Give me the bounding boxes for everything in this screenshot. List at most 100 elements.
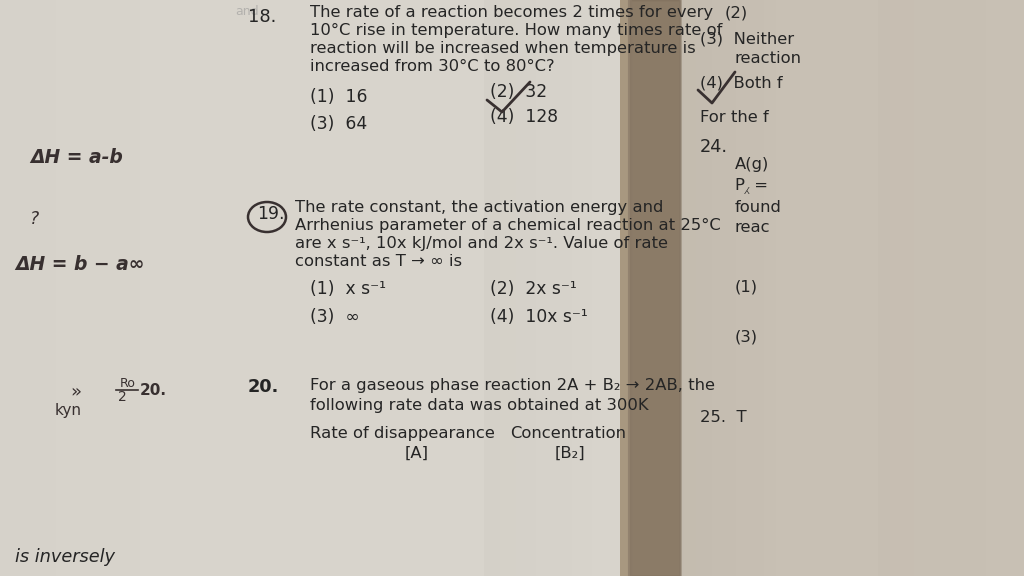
Bar (898, 0, 902, 576)
Bar (16, 0, 20, 576)
Bar (748, 0, 752, 576)
Text: Ro: Ro (120, 377, 136, 390)
Bar (772, 0, 776, 576)
Bar (0, 0, 4, 576)
Bar (752, 0, 756, 576)
Bar (584, 0, 588, 576)
Text: (3): (3) (735, 330, 758, 345)
Text: 10°C rise in temperature. How many times rate of: 10°C rise in temperature. How many times… (310, 23, 722, 38)
Text: kyn: kyn (55, 403, 82, 418)
Bar (756, 0, 760, 576)
Bar (994, 0, 998, 576)
Bar (24, 0, 28, 576)
Bar (930, 0, 934, 576)
Text: and: and (234, 5, 259, 18)
Text: The rate constant, the activation energy and: The rate constant, the activation energy… (295, 200, 664, 215)
Text: (2)  2x s⁻¹: (2) 2x s⁻¹ (490, 280, 577, 298)
Text: P⁁ =: P⁁ = (735, 178, 768, 194)
Text: found: found (735, 200, 782, 215)
Text: Rate of disappearance: Rate of disappearance (310, 426, 495, 441)
Text: are x s⁻¹, 10x kJ/mol and 2x s⁻¹. Value of rate: are x s⁻¹, 10x kJ/mol and 2x s⁻¹. Value … (295, 236, 668, 251)
Bar (524, 0, 528, 576)
Bar (56, 0, 60, 576)
Bar (926, 0, 930, 576)
Bar (990, 0, 994, 576)
Text: (3)  ∞: (3) ∞ (310, 308, 359, 326)
Text: »: » (70, 383, 81, 401)
Bar (688, 0, 692, 576)
Bar (152, 0, 156, 576)
Text: (3)  Neither: (3) Neither (700, 32, 795, 47)
Bar (942, 0, 946, 576)
Bar (552, 0, 556, 576)
Text: ΔH = a-b: ΔH = a-b (30, 148, 123, 167)
Bar (970, 0, 974, 576)
Bar (4, 0, 8, 576)
Bar (592, 0, 596, 576)
Bar (76, 0, 80, 576)
Bar (140, 0, 144, 576)
Bar (544, 0, 548, 576)
Bar (508, 0, 512, 576)
Bar (132, 0, 136, 576)
Bar (496, 0, 500, 576)
Bar (36, 0, 40, 576)
Bar (966, 0, 970, 576)
Text: following rate data was obtained at 300K: following rate data was obtained at 300K (310, 398, 648, 413)
Bar (684, 0, 688, 576)
Text: 24.: 24. (700, 138, 728, 156)
Bar (764, 0, 768, 576)
Bar (48, 0, 52, 576)
Bar (962, 0, 966, 576)
Bar (44, 0, 48, 576)
Text: (4)  Both f: (4) Both f (700, 75, 782, 90)
Bar (878, 0, 882, 576)
Bar (902, 0, 906, 576)
Bar (120, 0, 124, 576)
Bar (108, 0, 112, 576)
Text: (2): (2) (725, 5, 749, 20)
Bar (974, 0, 978, 576)
Text: 25.  T: 25. T (700, 410, 746, 425)
Bar (918, 0, 922, 576)
Bar (978, 0, 982, 576)
Text: reaction: reaction (735, 51, 802, 66)
Bar (540, 0, 544, 576)
Bar (8, 0, 12, 576)
Bar (620, 0, 680, 576)
Bar (906, 0, 910, 576)
Bar (740, 0, 744, 576)
Bar (536, 0, 540, 576)
Text: The rate of a reaction becomes 2 times for every: The rate of a reaction becomes 2 times f… (310, 5, 714, 20)
Bar (600, 0, 604, 576)
Bar (728, 0, 732, 576)
Bar (28, 0, 32, 576)
Bar (922, 0, 926, 576)
Bar (32, 0, 36, 576)
Bar (156, 0, 160, 576)
Bar (572, 0, 575, 576)
Bar (500, 0, 504, 576)
Text: (1): (1) (735, 280, 758, 295)
Bar (680, 0, 1024, 576)
Text: 20.: 20. (140, 383, 167, 398)
Bar (84, 0, 88, 576)
Bar (736, 0, 740, 576)
Bar (958, 0, 962, 576)
Bar (732, 0, 736, 576)
Text: 20.: 20. (248, 378, 280, 396)
Bar (20, 0, 24, 576)
Text: constant as T → ∞ is: constant as T → ∞ is (295, 254, 462, 269)
Bar (136, 0, 140, 576)
Text: (4)  128: (4) 128 (490, 108, 558, 126)
Text: 18.: 18. (248, 8, 276, 26)
Bar (894, 0, 898, 576)
Bar (696, 0, 700, 576)
Bar (724, 0, 728, 576)
Bar (484, 0, 488, 576)
Text: increased from 30°C to 80°C?: increased from 30°C to 80°C? (310, 59, 555, 74)
Bar (556, 0, 560, 576)
Bar (575, 0, 580, 576)
Text: is inversely: is inversely (15, 548, 115, 566)
Bar (886, 0, 890, 576)
